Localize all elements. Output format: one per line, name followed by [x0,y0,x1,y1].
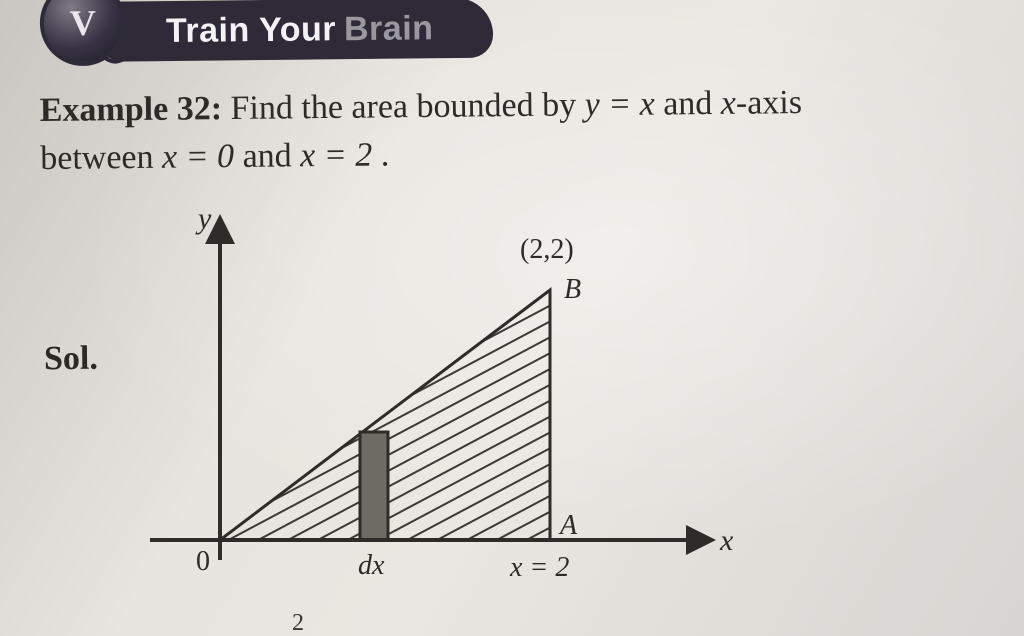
point-b-label: B [564,274,581,305]
problem-line1-a: Find the area bounded by [230,86,584,127]
y-axis-label: y [195,202,212,235]
example-label: Example 32: [40,90,223,129]
x-axis-label: x [719,524,734,557]
problem-line-2: between x = 0 and x = 2 . [40,125,996,183]
origin-label: 0 [196,546,210,577]
dx-label: dx [358,550,385,581]
banner-bubble-letter: V [70,2,96,44]
x-axis-x: x [721,85,736,122]
solution-label: Sol. [44,340,98,379]
banner-bubble-icon: V [39,0,126,66]
equation-y-equals-x: y = x [584,86,655,124]
banner-title-fade: Brain [344,9,434,49]
problem-line1-b: and [663,85,721,123]
bounded-area-diagram: y x 0 (2,2) B A dx x = 2 [150,195,750,625]
banner-title: Train Your Brain [96,0,494,62]
problem-line2-a: between [40,139,162,177]
x-equals-2-label: x = 2 [509,552,569,583]
x-axis-suffix: -axis [736,84,802,122]
problem-text: Example 32: Find the area bounded by y =… [40,77,997,184]
problem-line2-c: . [381,137,390,174]
dx-strip [360,432,388,540]
point-b-coord: (2,2) [520,234,574,265]
clipped-superscript-2: 2 [292,610,304,636]
problem-line2-b: and [242,138,300,176]
banner-title-main: Train Your [166,10,336,51]
diagram-svg: y x 0 (2,2) B A dx x = 2 [150,195,750,625]
train-your-brain-banner: V Train Your Brain [40,0,494,62]
equation-x-0: x = 0 [162,138,234,176]
equation-x-2: x = 2 [300,137,372,175]
point-a-label: A [558,510,578,541]
